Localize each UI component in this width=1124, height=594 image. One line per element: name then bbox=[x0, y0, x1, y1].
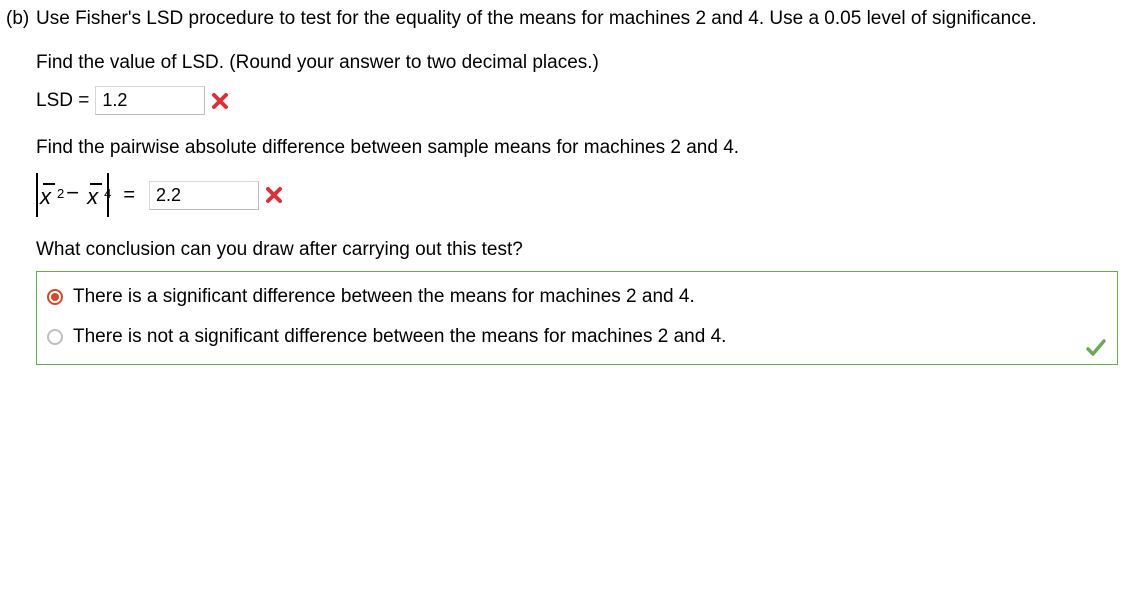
part-label: (b) bbox=[6, 8, 36, 30]
lsd-label: LSD = bbox=[36, 90, 89, 112]
correct-check-icon bbox=[1085, 338, 1107, 358]
radio-option-label: There is not a significant difference be… bbox=[73, 326, 726, 348]
conclusion-radio-group: There is a significant difference betwee… bbox=[36, 271, 1118, 365]
conclusion-question: What conclusion can you draw after carry… bbox=[36, 239, 1118, 261]
lsd-instruction: Find the value of LSD. (Round your answe… bbox=[36, 52, 1118, 74]
radio-option-not-significant[interactable]: There is not a significant difference be… bbox=[47, 326, 1107, 348]
radio-selected-icon bbox=[47, 289, 63, 305]
pairwise-instruction: Find the pairwise absolute difference be… bbox=[36, 137, 1118, 159]
incorrect-x-icon bbox=[211, 92, 229, 110]
question-prompt: Use Fisher's LSD procedure to test for t… bbox=[36, 8, 1118, 30]
radio-unselected-icon bbox=[47, 329, 63, 345]
incorrect-x-icon bbox=[265, 186, 283, 204]
pairwise-diff-input[interactable] bbox=[149, 181, 259, 210]
radio-option-label: There is a significant difference betwee… bbox=[73, 286, 695, 308]
absolute-difference-expression: x2 − x4 bbox=[36, 173, 109, 217]
equals-sign: = bbox=[123, 184, 135, 207]
radio-option-significant[interactable]: There is a significant difference betwee… bbox=[47, 286, 1107, 308]
lsd-input[interactable] bbox=[95, 86, 205, 115]
